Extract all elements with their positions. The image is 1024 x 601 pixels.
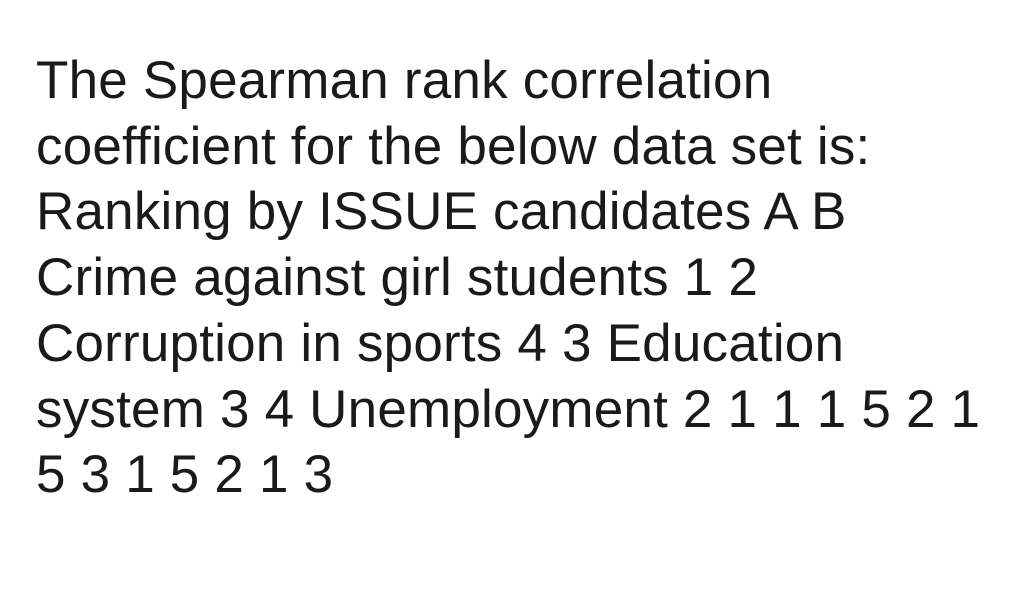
question-text: The Spearman rank correlation coefficien… [36,48,988,508]
document-page: The Spearman rank correlation coefficien… [0,0,1024,508]
